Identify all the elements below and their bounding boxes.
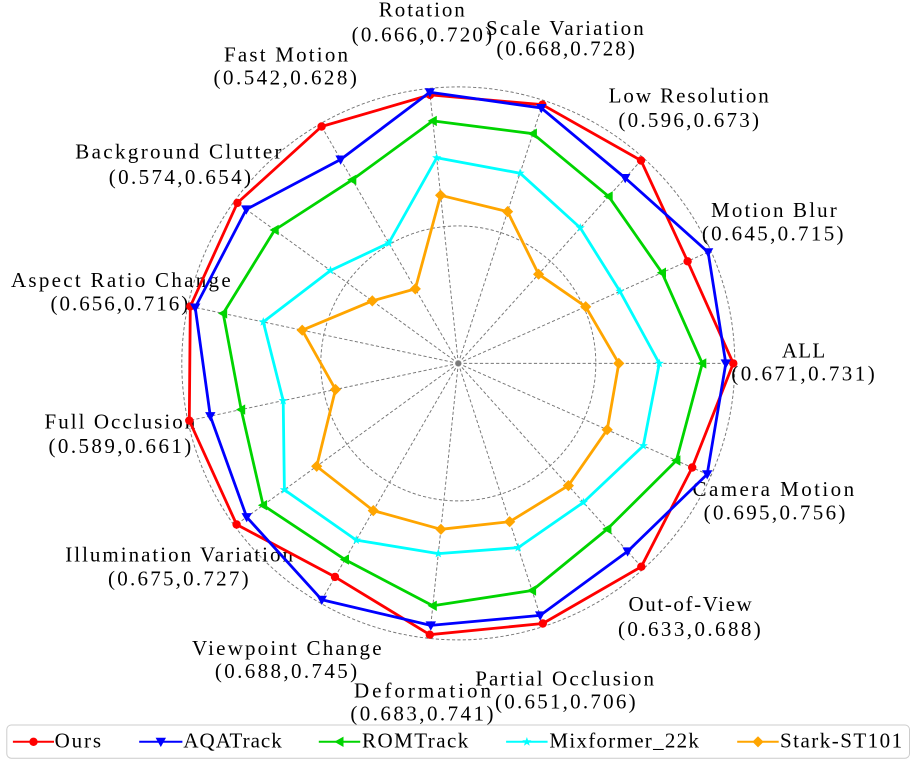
svg-text:Partial Occlusion: Partial Occlusion [475, 667, 654, 691]
svg-text:(0.683,0.741): (0.683,0.741) [350, 702, 493, 726]
svg-text:(0.666,0.720): (0.666,0.720) [352, 22, 493, 46]
svg-text:ROMTrack: ROMTrack [362, 729, 469, 753]
svg-text:(0.645,0.715): (0.645,0.715) [702, 221, 844, 245]
svg-text:(0.542,0.628): (0.542,0.628) [214, 66, 357, 90]
svg-text:(0.675,0.727): (0.675,0.727) [108, 567, 249, 591]
svg-text:Background Clutter: Background Clutter [75, 139, 281, 163]
svg-text:(0.574,0.654): (0.574,0.654) [109, 165, 251, 189]
svg-text:(0.695,0.756): (0.695,0.756) [704, 500, 846, 524]
svg-text:AQATrack: AQATrack [183, 729, 282, 753]
svg-text:Viewpoint Change: Viewpoint Change [192, 636, 382, 660]
svg-text:ALL: ALL [782, 338, 825, 362]
svg-text:Low Resolution: Low Resolution [609, 83, 770, 107]
svg-text:(0.656,0.716): (0.656,0.716) [51, 292, 189, 316]
svg-text:(0.596,0.673): (0.596,0.673) [618, 108, 759, 132]
svg-text:Fast Motion: Fast Motion [224, 43, 349, 67]
svg-text:Rotation: Rotation [379, 0, 466, 21]
svg-text:(0.651,0.706): (0.651,0.706) [495, 690, 636, 714]
svg-text:(0.688,0.745): (0.688,0.745) [215, 659, 357, 683]
svg-text:Camera Motion: Camera Motion [693, 477, 855, 501]
svg-text:Ours: Ours [55, 729, 101, 753]
svg-text:Mixformer_22k: Mixformer_22k [549, 729, 699, 753]
svg-text:(0.589,0.661): (0.589,0.661) [49, 434, 192, 458]
svg-text:Stark-ST101: Stark-ST101 [780, 729, 902, 753]
svg-text:(0.668,0.728): (0.668,0.728) [496, 36, 635, 60]
svg-text:Full Occlusion: Full Occlusion [45, 410, 196, 434]
svg-text:Out-of-View: Out-of-View [629, 592, 753, 616]
svg-text:Deformation: Deformation [354, 679, 491, 703]
svg-text:(0.633,0.688): (0.633,0.688) [618, 617, 761, 641]
svg-text:(0.671,0.731): (0.671,0.731) [731, 362, 875, 386]
svg-text:Scale Variation: Scale Variation [486, 16, 644, 40]
